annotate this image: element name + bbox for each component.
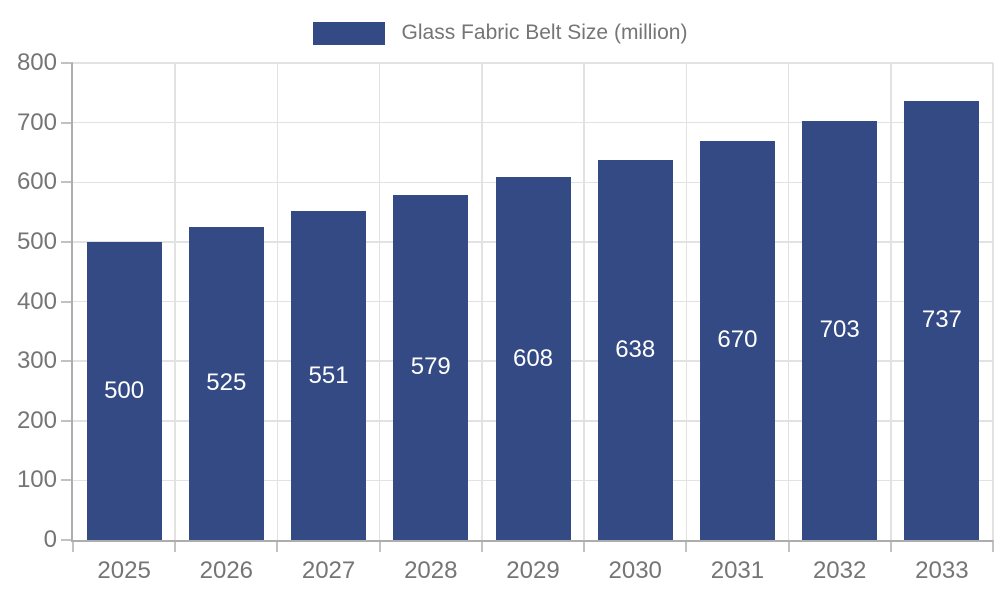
plot-area: 0 100 200 300 400 500 600 700 800 500 2025 525 2026 5… [17, 49, 994, 584]
v-gridline [276, 63, 279, 540]
h-gridline [73, 62, 993, 64]
y-tick [61, 62, 73, 64]
x-tick [685, 540, 688, 552]
y-axis-label: 300 [16, 347, 57, 375]
x-axis-label-2031: 2031 [710, 557, 765, 584]
v-gridline [890, 63, 892, 540]
x-axis-label-2029: 2029 [506, 557, 560, 584]
y-tick [61, 539, 73, 541]
bar-2031[interactable]: 670 [699, 140, 775, 540]
bar-2026[interactable]: 525 [188, 226, 264, 540]
bar-value-label: 608 [512, 344, 554, 372]
x-tick [889, 540, 892, 552]
bar-2032[interactable]: 703 [802, 120, 878, 540]
x-axis-label-2027: 2027 [301, 557, 356, 584]
x-axis-label-2033: 2033 [915, 557, 969, 584]
legend-item[interactable]: Glass Fabric Belt Size (million) [0, 21, 1000, 45]
x-axis-label-2032: 2032 [812, 557, 867, 584]
bar-value-label: 579 [410, 353, 451, 381]
bar-2030[interactable]: 638 [597, 159, 673, 540]
y-tick [61, 240, 73, 243]
bar-value-label: 737 [921, 306, 962, 334]
x-axis-label-2026: 2026 [199, 557, 254, 584]
y-axis-label: 0 [43, 526, 57, 553]
bar-2027[interactable]: 551 [291, 211, 367, 540]
legend-label: Glass Fabric Belt Size (million) [401, 21, 688, 44]
bar-value-label: 551 [308, 361, 349, 389]
bar-value-label: 703 [819, 316, 860, 344]
v-gridline [378, 63, 381, 540]
y-axis-label: 800 [16, 49, 57, 76]
v-gridline [992, 63, 994, 540]
y-axis-label: 500 [16, 227, 57, 255]
x-tick [276, 540, 279, 552]
x-axis-label-2025: 2025 [97, 557, 151, 584]
bar-2033[interactable]: 737 [904, 100, 980, 540]
y-tick [61, 479, 73, 482]
bar-2025[interactable]: 500 [86, 241, 162, 540]
x-tick [992, 540, 994, 552]
y-axis-line [71, 63, 73, 540]
bar-value-label: 500 [104, 376, 145, 404]
y-axis-label: 600 [16, 168, 57, 196]
bar-value-label: 670 [717, 326, 758, 354]
x-tick [378, 540, 381, 552]
y-tick [61, 121, 73, 124]
y-tick [61, 181, 73, 184]
h-gridline [73, 121, 993, 124]
x-axis-line [71, 540, 993, 542]
y-tick [61, 419, 73, 422]
v-gridline [685, 63, 688, 540]
x-tick [583, 540, 586, 552]
y-axis-label: 100 [16, 466, 57, 494]
legend-swatch [312, 21, 385, 45]
v-gridline [787, 63, 790, 540]
v-gridline [481, 63, 483, 540]
bar-value-label: 638 [615, 335, 656, 363]
y-tick [61, 360, 73, 363]
y-axis-label: 700 [16, 108, 57, 136]
x-tick [72, 540, 74, 552]
x-tick [787, 540, 790, 552]
x-axis-label-2030: 2030 [608, 557, 662, 584]
bar-2028[interactable]: 579 [393, 194, 469, 540]
v-gridline [174, 63, 176, 540]
y-tick [61, 300, 73, 303]
x-tick [174, 540, 177, 552]
x-tick [480, 540, 483, 552]
y-axis-label: 400 [16, 287, 57, 315]
y-axis-label: 200 [16, 406, 57, 434]
bar-2029[interactable]: 608 [495, 177, 571, 540]
v-gridline [583, 63, 585, 540]
bar-value-label: 525 [206, 369, 247, 397]
x-axis-label-2028: 2028 [404, 557, 458, 584]
